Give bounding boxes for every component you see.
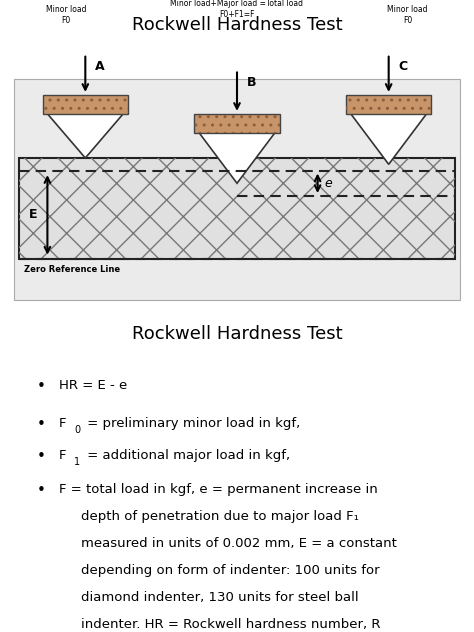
Text: depth of penetration due to major load F₁: depth of penetration due to major load F… (81, 511, 359, 523)
Text: indenter. HR = Rockwell hardness number, R: indenter. HR = Rockwell hardness number,… (81, 618, 381, 631)
Text: HR = E - e: HR = E - e (59, 379, 127, 392)
Text: e: e (325, 177, 332, 190)
Text: •: • (36, 449, 46, 464)
Text: Rockwell Hardness Test: Rockwell Hardness Test (132, 325, 342, 343)
Text: A: A (95, 60, 104, 73)
Text: 0: 0 (74, 425, 81, 435)
Text: measured in units of 0.002 mm, E = a constant: measured in units of 0.002 mm, E = a con… (81, 537, 397, 550)
Text: depending on form of indenter: 100 units for: depending on form of indenter: 100 units… (81, 564, 380, 577)
Text: •: • (36, 379, 46, 394)
Bar (43, 95, 128, 114)
Text: E: E (29, 209, 37, 221)
Bar (19, 158, 455, 259)
Polygon shape (199, 133, 275, 183)
Text: 1: 1 (74, 456, 81, 466)
Text: Zero Reference Line: Zero Reference Line (24, 265, 120, 274)
Text: •: • (36, 417, 46, 432)
Bar (43, 95, 128, 114)
Text: F = total load in kgf, e = permanent increase in: F = total load in kgf, e = permanent inc… (59, 483, 377, 497)
Text: B: B (246, 76, 256, 88)
Text: Minor load
F0: Minor load F0 (387, 5, 428, 25)
FancyBboxPatch shape (14, 79, 460, 300)
Text: = additional major load in kgf,: = additional major load in kgf, (83, 449, 291, 462)
Text: Rockwell Hardness Test: Rockwell Hardness Test (132, 16, 342, 33)
Bar (194, 114, 280, 133)
Text: C: C (398, 60, 407, 73)
Text: F: F (59, 417, 66, 430)
Bar (346, 95, 431, 114)
Text: Minor load
F0: Minor load F0 (46, 5, 87, 25)
Text: = preliminary minor load in kgf,: = preliminary minor load in kgf, (83, 417, 301, 430)
Text: Minor load+Major load =Total load
F0+F1=F: Minor load+Major load =Total load F0+F1=… (171, 0, 303, 19)
Text: diamond indenter, 130 units for steel ball: diamond indenter, 130 units for steel ba… (81, 591, 359, 604)
Bar (194, 114, 280, 133)
Bar (19, 158, 455, 259)
Bar (346, 95, 431, 114)
Text: F: F (59, 449, 66, 462)
Polygon shape (47, 114, 123, 158)
Polygon shape (351, 114, 427, 164)
Text: •: • (36, 483, 46, 499)
